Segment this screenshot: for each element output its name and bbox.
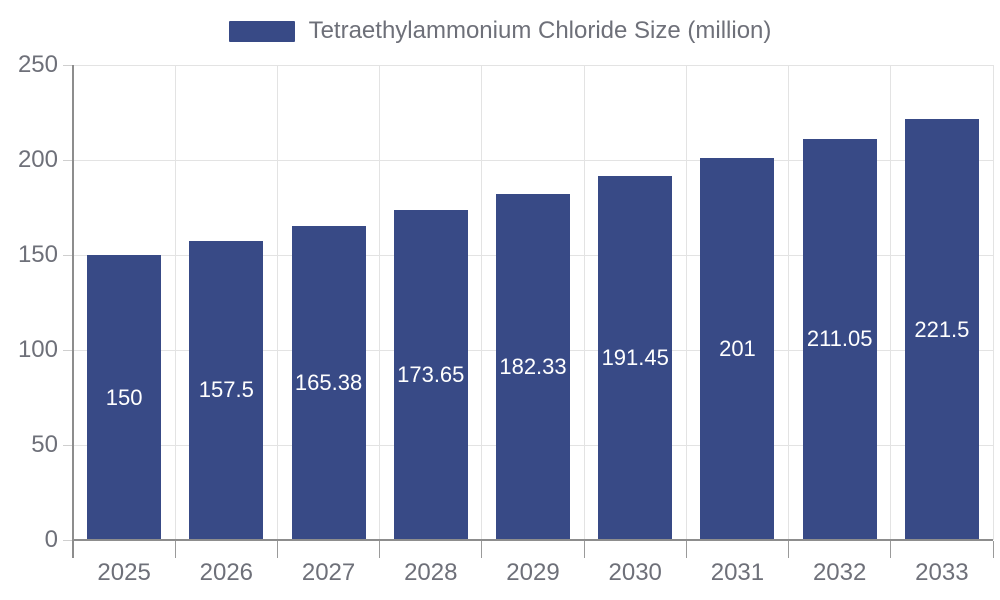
x-axis-tick bbox=[788, 541, 790, 558]
y-axis-label: 150 bbox=[17, 241, 58, 268]
bar-value-label: 150 bbox=[105, 384, 143, 410]
gridline-vertical bbox=[890, 65, 892, 540]
gridline-horizontal bbox=[73, 64, 993, 66]
gridline-horizontal bbox=[73, 159, 993, 161]
y-axis-line bbox=[72, 65, 74, 558]
chart-legend[interactable]: Tetraethylammonium Chloride Size (millio… bbox=[0, 17, 1000, 45]
y-axis-tick bbox=[63, 254, 72, 256]
gridline-vertical bbox=[788, 65, 790, 540]
x-axis-label: 2027 bbox=[301, 559, 356, 586]
gridline-vertical bbox=[992, 65, 994, 540]
bar-value-label: 182.33 bbox=[499, 353, 567, 379]
x-axis-tick bbox=[276, 541, 278, 558]
y-axis-tick bbox=[63, 159, 72, 161]
bar[interactable]: 157.5 bbox=[189, 240, 264, 540]
bar[interactable]: 211.05 bbox=[802, 139, 877, 540]
bar[interactable]: 221.5 bbox=[904, 119, 979, 540]
y-axis-tick bbox=[63, 64, 72, 66]
x-axis-label: 2026 bbox=[199, 559, 254, 586]
x-axis-tick bbox=[379, 541, 381, 558]
bar-value-label: 165.38 bbox=[294, 369, 363, 395]
x-axis-tick bbox=[583, 541, 585, 558]
legend-label: Tetraethylammonium Chloride Size (millio… bbox=[308, 17, 772, 44]
gridline-vertical bbox=[276, 65, 278, 540]
x-axis-label: 2028 bbox=[404, 559, 458, 586]
bar[interactable]: 201 bbox=[700, 158, 775, 540]
gridline-vertical bbox=[685, 65, 687, 540]
y-axis-label: 200 bbox=[17, 146, 58, 173]
bar-value-label: 173.65 bbox=[397, 362, 465, 388]
y-axis-label: 100 bbox=[17, 336, 58, 363]
x-axis-label: 2025 bbox=[97, 559, 151, 586]
bar-value-label: 211.05 bbox=[806, 326, 873, 352]
bar[interactable]: 165.38 bbox=[291, 225, 366, 540]
x-axis-label: 2033 bbox=[915, 559, 969, 586]
x-axis-label: 2032 bbox=[812, 559, 867, 586]
x-axis-tick bbox=[992, 541, 994, 558]
bar-value-label: 221.5 bbox=[914, 316, 970, 342]
gridline-vertical bbox=[583, 65, 585, 540]
bar[interactable]: 150 bbox=[87, 255, 162, 540]
y-axis-label: 50 bbox=[31, 431, 58, 458]
x-axis-tick bbox=[174, 541, 176, 558]
bar-value-label: 201 bbox=[719, 336, 756, 362]
x-axis-tick bbox=[481, 541, 483, 558]
legend-swatch-icon bbox=[228, 20, 295, 42]
gridline-vertical bbox=[481, 65, 483, 540]
y-axis-tick bbox=[63, 539, 72, 541]
gridline-vertical bbox=[174, 65, 176, 540]
y-axis-tick bbox=[63, 444, 72, 446]
bar[interactable]: 191.45 bbox=[598, 176, 673, 540]
x-axis-tick bbox=[890, 541, 892, 558]
x-axis-label: 2031 bbox=[710, 559, 765, 586]
x-axis-tick bbox=[685, 541, 687, 558]
gridline-vertical bbox=[379, 65, 381, 540]
y-axis-label: 250 bbox=[17, 51, 58, 78]
y-axis-tick bbox=[63, 349, 72, 351]
bar-value-label: 191.45 bbox=[601, 345, 669, 371]
bar[interactable]: 182.33 bbox=[496, 193, 570, 540]
bar[interactable]: 173.65 bbox=[393, 210, 468, 540]
x-axis-label: 2030 bbox=[608, 559, 662, 586]
bar-value-label: 157.5 bbox=[198, 377, 254, 403]
x-axis-line bbox=[73, 539, 993, 541]
y-axis-label: 0 bbox=[44, 526, 58, 553]
x-axis-label: 2029 bbox=[506, 559, 560, 586]
